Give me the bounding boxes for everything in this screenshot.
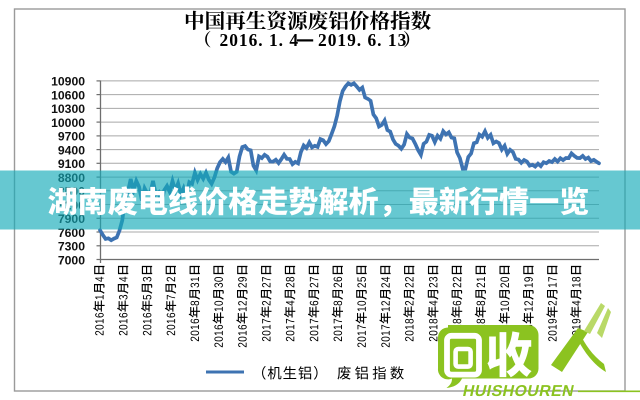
svg-text:9100: 9100 [58, 157, 85, 171]
svg-text:HUISHOUREN: HUISHOUREN [461, 383, 576, 400]
svg-text:7300: 7300 [58, 240, 85, 254]
svg-text:9400: 9400 [58, 143, 85, 157]
svg-text:10300: 10300 [51, 102, 85, 116]
svg-text:2019. 6. 13: 2019. 6. 13 [318, 30, 407, 50]
svg-text:2016. 1. 4: 2016. 1. 4 [220, 30, 300, 50]
svg-text:7000: 7000 [58, 253, 85, 267]
svg-text:10900: 10900 [51, 75, 85, 89]
svg-text:9700: 9700 [58, 130, 85, 144]
svg-text:10000: 10000 [51, 116, 85, 130]
svg-text:10600: 10600 [51, 88, 85, 102]
